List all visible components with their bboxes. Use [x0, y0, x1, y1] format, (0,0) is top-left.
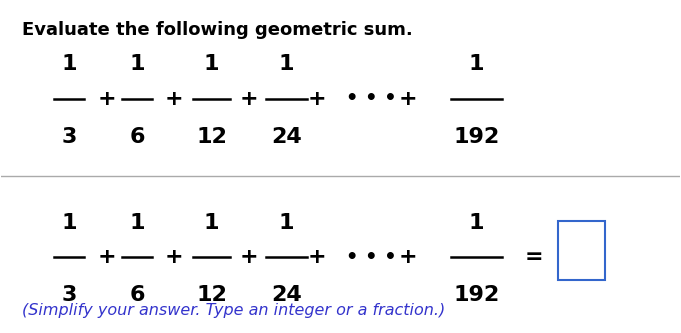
Text: 1: 1 — [204, 212, 219, 232]
Text: 3: 3 — [61, 127, 77, 147]
Text: 3: 3 — [61, 285, 77, 305]
Text: Evaluate the following geometric sum.: Evaluate the following geometric sum. — [22, 21, 413, 39]
Text: +: + — [399, 247, 417, 267]
Text: 1: 1 — [279, 54, 294, 74]
Text: 1: 1 — [61, 212, 77, 232]
Text: 1: 1 — [61, 54, 77, 74]
Text: +: + — [240, 89, 258, 109]
Text: +: + — [165, 247, 184, 267]
Text: 1: 1 — [469, 54, 484, 74]
Text: 24: 24 — [271, 127, 302, 147]
Text: 1: 1 — [129, 54, 145, 74]
Text: (Simplify your answer. Type an integer or a fraction.): (Simplify your answer. Type an integer o… — [22, 303, 445, 318]
Text: +: + — [97, 247, 116, 267]
FancyBboxPatch shape — [558, 221, 605, 280]
Text: 1: 1 — [129, 212, 145, 232]
Text: • • •: • • • — [346, 89, 396, 108]
Text: 1: 1 — [279, 212, 294, 232]
Text: 6: 6 — [129, 285, 145, 305]
Text: 192: 192 — [453, 127, 499, 147]
Text: 12: 12 — [196, 285, 227, 305]
Text: =: = — [524, 247, 543, 267]
Text: 12: 12 — [196, 127, 227, 147]
Text: +: + — [307, 89, 326, 109]
Text: 6: 6 — [129, 127, 145, 147]
Text: +: + — [97, 89, 116, 109]
Text: 24: 24 — [271, 285, 302, 305]
Text: +: + — [307, 247, 326, 267]
Text: +: + — [240, 247, 258, 267]
Text: 192: 192 — [453, 285, 499, 305]
Text: +: + — [399, 89, 417, 109]
Text: 1: 1 — [469, 212, 484, 232]
Text: +: + — [165, 89, 184, 109]
Text: 1: 1 — [204, 54, 219, 74]
Text: • • •: • • • — [346, 248, 396, 267]
